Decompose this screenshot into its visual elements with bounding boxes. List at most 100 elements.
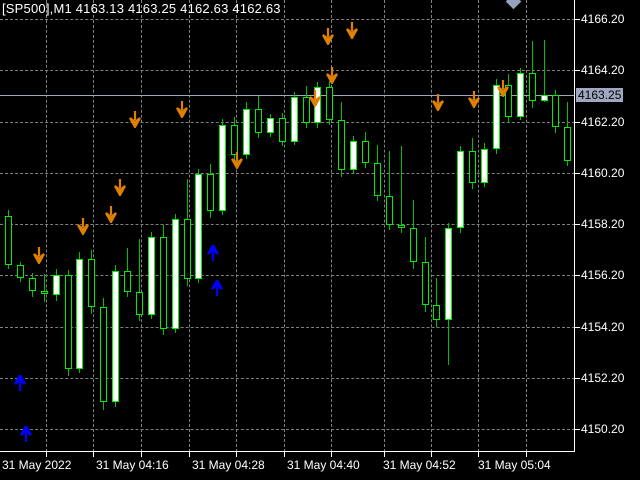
candle-body (445, 227, 452, 321)
candle-body (267, 117, 274, 134)
candle-body (172, 218, 179, 330)
time-axis-tick (284, 452, 285, 457)
gridline-horizontal (0, 173, 575, 174)
price-axis-label: 4150.20 (581, 422, 625, 436)
candle-body (374, 162, 381, 196)
candle-body (17, 265, 24, 278)
time-axis-tick (526, 452, 527, 457)
price-axis-label: 4158.20 (581, 217, 625, 231)
price-axis-label: 4152.20 (581, 371, 625, 385)
chart-header-ohlc: [SP500],M1 4163.13 4163.25 4162.63 4162.… (2, 1, 281, 16)
time-axis-tick (189, 452, 190, 457)
gridline-vertical (141, 0, 142, 452)
candle-body (76, 258, 83, 369)
candle-body (303, 97, 310, 123)
candle-body (255, 108, 262, 134)
candle-body (5, 216, 12, 266)
price-axis-label: 4156.20 (581, 268, 625, 282)
current-price-line (0, 95, 575, 96)
time-axis-label: 31 May 04:28 (192, 458, 265, 472)
time-axis-label: 31 May 04:52 (383, 458, 456, 472)
candle-body (112, 271, 119, 403)
gridline-vertical (236, 0, 237, 452)
sell-signal-arrow-icon[interactable] (176, 101, 189, 118)
time-axis-tick (331, 452, 332, 457)
time-axis[interactable]: 31 May 2022 31 May 04:16 31 May 04:28 31 Ma… (0, 452, 640, 480)
sell-signal-arrow-icon[interactable] (432, 94, 445, 111)
buy-signal-arrow-icon[interactable] (207, 245, 220, 262)
time-axis-tick (93, 452, 94, 457)
price-axis-tick (575, 224, 580, 225)
sell-signal-arrow-icon[interactable] (77, 218, 90, 235)
candle-body (243, 108, 250, 155)
candle-body (136, 291, 143, 315)
gridline-vertical (384, 0, 385, 452)
sell-signal-arrow-icon[interactable] (114, 179, 127, 196)
candle-body (433, 304, 440, 321)
price-axis-label: 4166.20 (581, 12, 625, 26)
candle-body (457, 151, 464, 228)
price-axis-tick (575, 378, 580, 379)
chart-plot-area[interactable] (0, 0, 575, 452)
gridline-horizontal (0, 327, 575, 328)
sell-signal-arrow-icon[interactable] (497, 80, 510, 97)
price-axis-tick (575, 19, 580, 20)
candle-wick (139, 239, 140, 322)
sell-signal-arrow-icon[interactable] (326, 67, 339, 84)
candle-body (148, 236, 155, 315)
candle-body (338, 120, 345, 171)
price-axis-label: 4162.20 (581, 115, 625, 129)
candle-body (505, 84, 512, 117)
candle-wick (44, 274, 45, 303)
gridline-horizontal (0, 122, 575, 123)
gridline-horizontal (0, 19, 575, 20)
buy-signal-arrow-icon[interactable] (20, 426, 33, 443)
sell-signal-arrow-icon[interactable] (129, 111, 142, 128)
price-axis-label: 4164.20 (581, 63, 625, 77)
candle-body (398, 225, 405, 228)
time-axis-label: 31 May 05:04 (478, 458, 551, 472)
candle-body (29, 277, 36, 291)
candle-wick (436, 277, 437, 327)
buy-signal-arrow-icon[interactable] (211, 280, 224, 297)
price-axis-label: 4154.20 (581, 320, 625, 334)
candle-body (100, 307, 107, 403)
sell-signal-arrow-icon[interactable] (346, 22, 359, 39)
candle-body (481, 148, 488, 184)
time-axis-tick (431, 452, 432, 457)
gridline-vertical (331, 0, 332, 452)
sell-signal-arrow-icon[interactable] (309, 90, 322, 107)
candle-wick (401, 145, 402, 234)
candle-body (564, 126, 571, 162)
sell-signal-arrow-icon[interactable] (231, 152, 244, 169)
candle-body (326, 87, 333, 121)
price-axis-tick (575, 173, 580, 174)
gridline-horizontal (0, 275, 575, 276)
time-axis-label: 31 May 04:40 (287, 458, 360, 472)
sell-signal-arrow-icon[interactable] (322, 28, 335, 45)
candle-body (41, 290, 48, 295)
price-axis[interactable]: 4166.20 4164.20 4162.20 4160.20 4158.20 4156.… (575, 0, 640, 452)
candle-body (422, 262, 429, 305)
candle-body (207, 174, 214, 212)
buy-signal-arrow-icon[interactable] (14, 375, 27, 392)
candle-body (469, 151, 476, 184)
gridline-horizontal (0, 224, 575, 225)
candle-body (517, 72, 524, 117)
price-axis-tick (575, 70, 580, 71)
candle-body (552, 94, 559, 127)
candle-body (350, 140, 357, 171)
candle-body (124, 271, 131, 292)
candle-body (184, 218, 191, 280)
time-axis-tick (478, 452, 479, 457)
candle-wick (544, 39, 545, 103)
candle-body (195, 174, 202, 280)
sell-signal-arrow-icon[interactable] (468, 91, 481, 108)
sell-signal-arrow-icon[interactable] (33, 247, 46, 264)
price-axis-label: 4160.20 (581, 166, 625, 180)
sell-signal-arrow-icon[interactable] (105, 206, 118, 223)
time-axis-tick (141, 452, 142, 457)
candle-body (541, 94, 548, 102)
candle-body (529, 72, 536, 102)
